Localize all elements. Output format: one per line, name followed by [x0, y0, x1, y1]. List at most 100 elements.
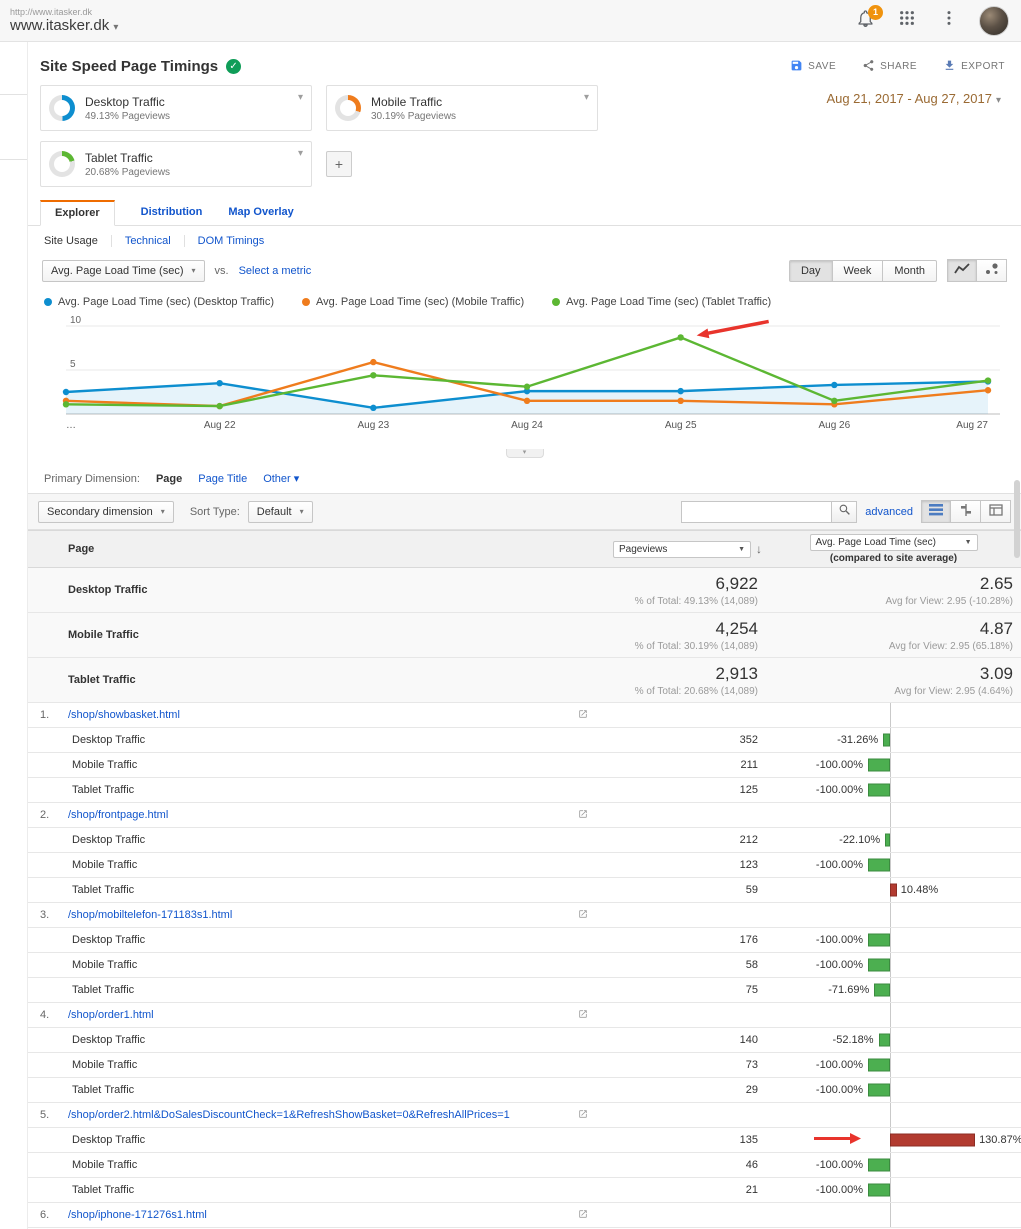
account-selector[interactable]: http://www.itasker.dk www.itasker.dk ▾ — [10, 7, 118, 34]
load-time-cell — [766, 903, 1021, 927]
comparison-icon — [959, 503, 973, 521]
open-in-new-icon[interactable] — [578, 709, 588, 722]
summary-segment-name: Desktop Traffic — [68, 584, 148, 596]
open-in-new-icon[interactable] — [578, 809, 588, 822]
page-link[interactable]: /shop/frontpage.html — [68, 809, 169, 821]
comparison-bar — [868, 783, 890, 797]
segment-row: Tablet Traffic 59 10.48% — [28, 878, 1021, 903]
granularity-month-button[interactable]: Month — [883, 259, 937, 282]
open-in-new-icon[interactable] — [578, 909, 588, 922]
granularity-day-button[interactable]: Day — [788, 259, 833, 282]
segment-row: Tablet Traffic 125 -100.00% — [28, 778, 1021, 803]
subtab-technical[interactable]: Technical — [112, 235, 185, 247]
page-link[interactable]: /shop/mobiltelefon-171183s1.html — [68, 909, 233, 921]
sort-type-dropdown[interactable]: Default ▾ — [247, 500, 313, 523]
add-segment-button[interactable]: + — [326, 151, 352, 177]
open-in-new-icon[interactable] — [578, 1209, 588, 1222]
metric-dropdown[interactable]: Avg. Page Load Time (sec) ▾ — [42, 259, 205, 282]
apps-grid-button[interactable] — [895, 9, 919, 33]
pageviews-cell — [598, 803, 766, 827]
share-button[interactable]: SHARE — [862, 59, 917, 75]
segment-name: Mobile Traffic — [371, 94, 443, 109]
load-time-cell — [766, 1203, 1021, 1227]
comparison-axis — [890, 1028, 891, 1052]
chevron-down-icon[interactable]: ▾ — [297, 148, 303, 159]
secondary-dimension-dropdown[interactable]: Secondary dimension ▾ — [38, 500, 174, 523]
page-scrollbar[interactable] — [1014, 480, 1020, 558]
pct-label: -31.26% — [837, 734, 879, 746]
pageviews-summary-cell: 4,254 % of Total: 30.19% (14,089) — [598, 613, 766, 657]
pageviews-value: 123 — [739, 859, 758, 871]
svg-text:Aug 22: Aug 22 — [204, 420, 236, 431]
comparison-axis — [890, 828, 891, 852]
sort-descending-icon[interactable]: ↓ — [756, 542, 762, 556]
granularity-week-button[interactable]: Week — [832, 259, 884, 282]
pct-label: -71.69% — [828, 984, 870, 996]
comparison-view-button[interactable] — [951, 500, 981, 523]
load-time-cell: -52.18% — [766, 1028, 1021, 1052]
pageviews-column-dropdown[interactable]: Pageviews ▼ — [613, 540, 751, 558]
primary-dimension-other[interactable]: Other ▾ — [263, 473, 300, 485]
load-time-cell: -100.00% — [766, 1053, 1021, 1077]
subtab-site-usage[interactable]: Site Usage — [44, 235, 112, 247]
pct-label: -100.00% — [815, 1084, 863, 1096]
select-metric-link[interactable]: Select a metric — [238, 264, 312, 277]
collapsed-sidebar[interactable] — [0, 42, 28, 1229]
motion-chart-toggle[interactable] — [977, 259, 1007, 282]
data-table: Page Pageviews ▼ ↓ Avg. Page Load Time (s… — [28, 530, 1021, 1228]
segment-row: Desktop Traffic 212 -22.10% — [28, 828, 1021, 853]
segment-card-desktop[interactable]: Desktop Traffic 49.13% Pageviews ▾ — [40, 85, 312, 131]
pageviews-value: 212 — [739, 834, 758, 846]
pageviews-cell — [598, 903, 766, 927]
chevron-down-icon[interactable]: ▾ — [297, 92, 303, 103]
subtab-dom-timings[interactable]: DOM Timings — [197, 235, 265, 247]
table-row: 6. /shop/iphone-171276s1.html — [28, 1203, 1021, 1228]
comparison-bar — [868, 1158, 890, 1172]
open-in-new-icon[interactable] — [578, 1109, 588, 1122]
segment-card-tablet[interactable]: Tablet Traffic 20.68% Pageviews ▾ — [40, 141, 312, 187]
tab-explorer[interactable]: Explorer — [40, 200, 115, 226]
primary-dimension-page[interactable]: Page — [155, 472, 183, 485]
search-input[interactable] — [681, 500, 832, 523]
primary-dimension-label: Primary Dimension: — [44, 472, 140, 485]
segment-row: Mobile Traffic 123 -100.00% — [28, 853, 1021, 878]
save-button[interactable]: SAVE — [790, 59, 836, 75]
pageviews-percent-of-total: % of Total: 49.13% (14,089) — [634, 595, 758, 607]
chart-granularity-pull-tab[interactable]: ▾ — [505, 449, 544, 458]
page-link[interactable]: /shop/iphone-171276s1.html — [68, 1209, 207, 1221]
search-button[interactable] — [831, 500, 858, 523]
segment-row: Desktop Traffic 352 -31.26% — [28, 728, 1021, 753]
page-link[interactable]: /shop/order1.html — [68, 1009, 154, 1021]
notification-badge: 1 — [868, 4, 883, 20]
page-link[interactable]: /shop/showbasket.html — [68, 709, 180, 721]
account-name[interactable]: www.itasker.dk ▾ — [10, 17, 119, 34]
page-link[interactable]: /shop/order2.html&DoSalesDiscountCheck=1… — [68, 1109, 510, 1121]
segment-name: Tablet Traffic — [72, 1184, 135, 1196]
data-table-view-button[interactable] — [921, 500, 951, 523]
tab-distribution[interactable]: Distribution — [140, 206, 203, 218]
legend-item: Avg. Page Load Time (sec) (Desktop Traff… — [44, 296, 274, 308]
segment-detail: 20.68% Pageviews — [85, 166, 171, 178]
notifications-button[interactable]: 1 — [853, 4, 883, 33]
comparison-axis — [890, 1153, 891, 1177]
load-time-cell: -100.00% — [766, 753, 1021, 777]
tab-map-overlay[interactable]: Map Overlay — [228, 206, 294, 218]
metric-column-dropdown[interactable]: Avg. Page Load Time (sec) ▼ — [809, 534, 978, 551]
line-chart[interactable]: 5 10 … Aug 22 Aug 23 Aug 24 Aug 25 Aug 26 Aug 27 — [28, 310, 1021, 449]
export-button[interactable]: EXPORT — [943, 59, 1005, 75]
primary-dimension-page-title[interactable]: Page Title — [198, 472, 248, 485]
pivot-view-button[interactable] — [981, 500, 1011, 523]
line-chart-toggle[interactable] — [947, 259, 977, 282]
comparison-axis — [890, 1103, 891, 1127]
advanced-link[interactable]: advanced — [865, 505, 913, 518]
more-menu-button[interactable] — [937, 9, 961, 33]
date-range-selector[interactable]: Aug 21, 2017 - Aug 27, 2017 ▾ — [826, 91, 1001, 106]
open-in-new-icon[interactable] — [578, 1009, 588, 1022]
comparison-bar — [868, 1058, 890, 1072]
pageviews-total: 6,922 — [715, 573, 758, 593]
chevron-down-icon[interactable]: ▾ — [583, 92, 589, 103]
segment-card-mobile[interactable]: Mobile Traffic 30.19% Pageviews ▾ — [326, 85, 598, 131]
segment-name: Tablet Traffic — [85, 150, 153, 165]
svg-text:10: 10 — [70, 315, 82, 326]
avatar[interactable] — [979, 5, 1009, 36]
